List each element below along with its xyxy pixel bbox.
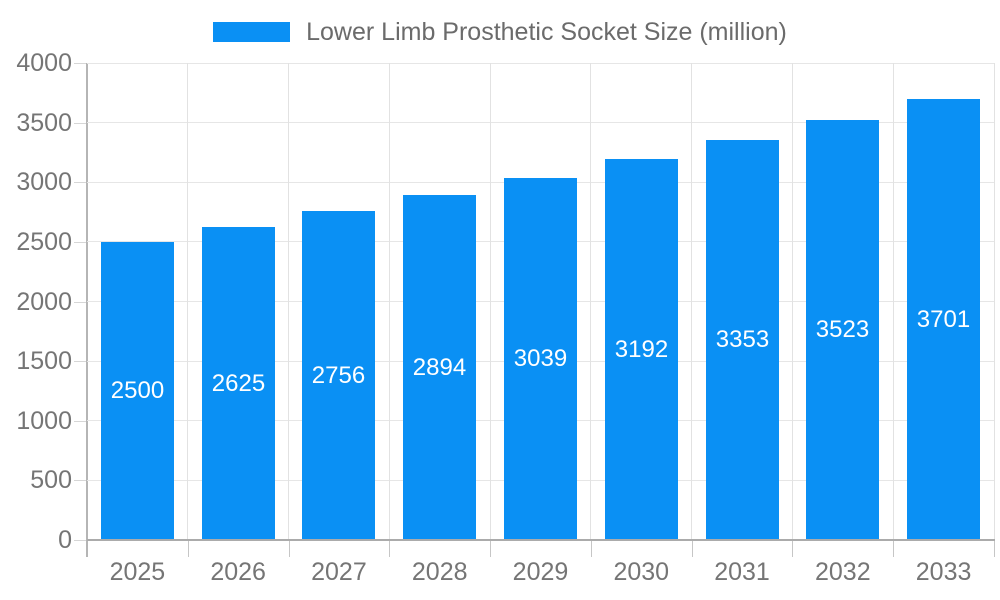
bar-value-label: 2894 (412, 353, 467, 381)
y-axis-tick-label: 500 (30, 466, 72, 495)
y-axis-tick-label: 1000 (16, 406, 72, 435)
bar-value-label: 3701 (916, 305, 971, 333)
bar-value-label: 2756 (311, 361, 366, 389)
x-axis-tick (590, 541, 592, 557)
x-axis-tick-label: 2031 (714, 558, 770, 586)
bar-2029[interactable]: 3039 (504, 178, 577, 540)
legend-swatch (213, 22, 291, 42)
y-axis-tick-label: 1500 (16, 347, 72, 376)
bar-2027[interactable]: 2756 (302, 211, 375, 540)
y-axis-tick (74, 241, 86, 243)
gridline-v (892, 63, 894, 540)
legend[interactable]: Lower Limb Prosthetic Socket Size (milli… (0, 14, 1000, 50)
x-axis-tick-label: 2026 (210, 558, 266, 586)
y-axis-tick (74, 63, 86, 64)
y-axis-tick (74, 301, 86, 303)
plot-area: 2500 2625 2756 2894 3039 3192 3353 3523 3701 (87, 62, 995, 540)
y-axis-tick (74, 420, 86, 422)
bar-2033[interactable]: 3701 (907, 99, 980, 540)
gridline-h (87, 62, 994, 64)
x-axis-tick-label: 2033 (915, 558, 972, 586)
x-axis-tick-label: 2032 (815, 558, 871, 586)
x-axis-tick (691, 541, 693, 557)
x-axis-tick (288, 541, 290, 557)
bar-2028[interactable]: 2894 (403, 195, 476, 540)
y-axis-tick-label: 4000 (16, 49, 72, 77)
x-axis-tick-label: 2030 (613, 558, 670, 586)
x-axis-tick (994, 541, 995, 557)
y-axis-tick (74, 361, 86, 363)
bar-2025[interactable]: 2500 (101, 242, 174, 540)
x-axis-tick-label: 2028 (411, 558, 468, 586)
gridline-v (187, 63, 189, 540)
y-axis-tick (74, 182, 86, 184)
bar-value-label: 3192 (614, 335, 669, 363)
bar-2026[interactable]: 2625 (202, 227, 275, 540)
bar-2032[interactable]: 3523 (806, 120, 879, 540)
gridline-v (489, 63, 491, 540)
y-axis-tick (74, 122, 86, 124)
x-axis-tick (389, 541, 391, 557)
gridline-v (388, 63, 390, 540)
x-axis-line (87, 539, 995, 541)
bar-value-label: 3039 (513, 345, 568, 372)
x-axis-tick (490, 541, 492, 557)
bar-2030[interactable]: 3192 (605, 159, 678, 540)
y-axis-tick-label: 3500 (16, 108, 72, 137)
gridline-h (87, 122, 994, 124)
y-axis-tick-label: 3000 (16, 168, 72, 197)
gridline-v (791, 63, 793, 540)
gridline-v (993, 63, 995, 540)
bar-value-label: 2625 (211, 369, 266, 397)
y-axis-line (86, 63, 88, 557)
bar-value-label: 3353 (715, 326, 770, 353)
y-axis-tick (74, 480, 86, 482)
legend-label: Lower Limb Prosthetic Socket Size (milli… (306, 17, 787, 46)
y-axis-tick (74, 540, 86, 541)
x-axis-tick (893, 541, 895, 557)
x-axis-tick-label: 2027 (311, 558, 367, 586)
x-axis-tick (792, 541, 794, 557)
y-axis-tick-label: 2500 (16, 227, 72, 256)
gridline-v (590, 63, 592, 540)
x-axis-tick-label: 2029 (512, 558, 569, 586)
bar-2031[interactable]: 3353 (706, 140, 779, 540)
gridline-v (691, 63, 693, 540)
y-axis-tick-label: 0 (58, 526, 72, 554)
bar-value-label: 3523 (815, 316, 870, 343)
y-axis-tick-label: 2000 (16, 287, 72, 316)
gridline-v (288, 63, 290, 540)
x-axis-tick-label: 2025 (109, 558, 166, 586)
x-axis-tick (187, 541, 189, 557)
bar-value-label: 2500 (110, 377, 165, 404)
